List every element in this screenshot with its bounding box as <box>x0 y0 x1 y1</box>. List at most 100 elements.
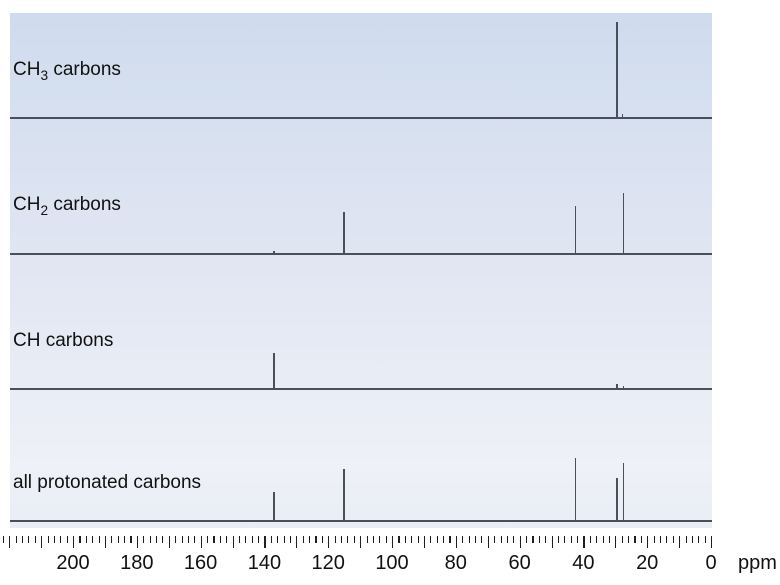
axis-tick-minor <box>117 536 119 543</box>
axis-tick-major <box>583 536 585 548</box>
axis-tick-major <box>296 536 298 548</box>
axis-tick-minor <box>436 536 438 543</box>
panel-label-text: carbons <box>40 330 114 351</box>
axis-tick-minor <box>398 536 400 543</box>
axis-tick-minor <box>181 536 183 543</box>
axis-tick-major <box>41 536 43 548</box>
axis-tick-label-200: 200 <box>56 552 90 574</box>
axis-tick-minor <box>60 536 62 543</box>
axis-tick-minor <box>602 536 604 543</box>
axis-tick-minor <box>443 536 445 543</box>
spectra-background <box>10 13 712 528</box>
axis-tick-minor <box>704 536 706 543</box>
spectrum-baseline-ch <box>10 388 712 390</box>
axis-tick-minor <box>564 536 566 543</box>
axis-tick-minor <box>207 536 209 543</box>
axis-tick-minor <box>385 536 387 543</box>
axis-tick-minor <box>589 536 591 543</box>
spectrum-baseline-ch3 <box>10 117 712 119</box>
axis-tick-minor <box>653 536 655 543</box>
axis-tick-minor <box>143 536 145 543</box>
panel-label-subscript: 3 <box>40 67 49 83</box>
axis-tick-minor <box>85 536 87 543</box>
axis-tick-minor <box>691 536 694 543</box>
axis-tick-minor <box>621 536 623 543</box>
nmr-peak-ch-27.4ppm <box>622 386 625 388</box>
nmr-peak-all-protonated-137ppm <box>273 492 275 520</box>
axis-tick-minor <box>513 536 515 543</box>
axis-tick-major <box>647 536 649 548</box>
axis-tick-minor <box>341 536 343 543</box>
panel-label-text: CH <box>13 194 41 215</box>
axis-tick-major <box>328 536 330 548</box>
axis-tick-minor <box>34 536 36 543</box>
nmr-peak-all-protonated-115ppm <box>343 469 345 520</box>
axis-tick-minor <box>258 536 260 543</box>
axis-tick-minor <box>175 536 177 543</box>
spectrum-baseline-all-protonated <box>10 520 712 522</box>
axis-tick-minor <box>124 536 126 543</box>
axis-tick-major <box>551 536 553 548</box>
axis-tick-minor <box>685 536 687 543</box>
axis-tick-minor <box>155 536 158 543</box>
nmr-peak-all-protonated-27.4ppm <box>622 463 625 520</box>
axis-tick-minor <box>526 536 528 543</box>
axis-tick-major <box>360 536 362 548</box>
axis-tick-label-180: 180 <box>120 552 154 574</box>
axis-tick-major <box>423 536 426 548</box>
axis-tick-major <box>9 536 11 548</box>
nmr-peak-ch2-137ppm <box>273 251 275 253</box>
panel-label-subscript: 2 <box>40 202 49 218</box>
axis-tick-minor <box>238 536 241 543</box>
axis-tick-major <box>104 536 107 548</box>
axis-tick-label-120: 120 <box>311 552 345 574</box>
axis-tick-minor <box>226 536 228 543</box>
panel-label-ch3-carbons: CH3 carbons <box>13 59 121 83</box>
panel-label-text: carbons <box>48 194 121 215</box>
axis-tick-minor <box>372 536 375 543</box>
axis-tick-minor <box>270 536 272 543</box>
axis-tick-minor <box>468 536 470 543</box>
axis-tick-minor <box>481 536 483 543</box>
axis-tick-minor <box>417 536 419 543</box>
axis-tick-minor <box>66 536 68 543</box>
axis-tick-minor <box>596 536 598 543</box>
axis-tick-minor <box>251 536 253 543</box>
axis-tick-label-100: 100 <box>375 552 409 574</box>
axis-tick-minor <box>22 536 24 543</box>
axis-tick-minor <box>474 536 477 543</box>
axis-tick-label-160: 160 <box>183 552 218 574</box>
panel-label-text: CH <box>13 59 41 80</box>
axis-tick-minor <box>570 536 572 543</box>
axis-tick-minor <box>15 536 17 543</box>
axis-tick-minor <box>500 536 502 543</box>
axis-tick-label-80: 80 <box>444 552 467 574</box>
axis-tick-minor <box>411 536 413 543</box>
nmr-peak-all-protonated-29.5ppm <box>616 478 618 520</box>
panel-label-text: all protonated carbons <box>13 472 202 493</box>
axis-tick-minor <box>430 536 432 543</box>
axis-tick-minor <box>608 536 611 543</box>
axis-tick-minor <box>277 536 279 543</box>
axis-tick-label-20: 20 <box>636 552 659 574</box>
axis-tick-major <box>615 536 617 548</box>
axis-tick-major <box>487 536 489 548</box>
nmr-peak-ch2-115ppm <box>343 212 345 253</box>
axis-tick-minor <box>187 536 189 543</box>
nmr-peak-ch-29.5ppm <box>616 384 618 388</box>
axis-tick-major <box>392 536 394 548</box>
axis-tick-major <box>264 536 266 548</box>
axis-tick-minor <box>53 536 56 543</box>
axis-tick-label-60: 60 <box>508 552 531 574</box>
axis-tick-minor <box>92 536 94 543</box>
spectrum-baseline-ch2 <box>10 253 712 255</box>
axis-tick-minor <box>494 536 496 543</box>
axis-tick-minor <box>634 536 636 543</box>
axis-tick-label-140: 140 <box>247 552 282 574</box>
axis-tick-minor <box>309 536 311 543</box>
panel-label-text: carbons <box>48 59 121 80</box>
ppm-unit-label: ppm <box>738 552 777 574</box>
axis-tick-minor <box>289 536 292 543</box>
axis-tick-minor <box>47 536 49 543</box>
axis-tick-minor <box>334 536 336 543</box>
